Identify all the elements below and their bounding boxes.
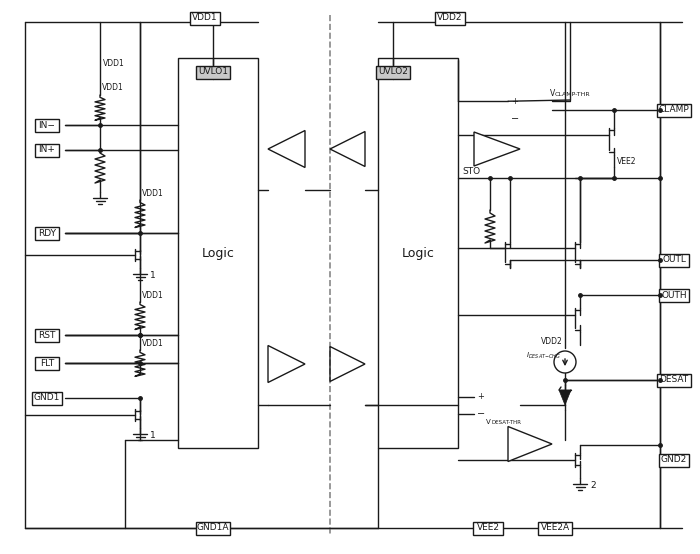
Text: GND2: GND2	[661, 455, 687, 464]
Text: 1: 1	[150, 430, 155, 439]
Text: OUTH: OUTH	[662, 290, 687, 300]
Bar	[657, 104, 691, 116]
Text: Logic: Logic	[402, 247, 435, 259]
Text: V: V	[486, 418, 491, 424]
Polygon shape	[559, 390, 571, 405]
Text: VDD2: VDD2	[438, 13, 463, 23]
Polygon shape	[474, 132, 520, 166]
Text: UVLO2: UVLO2	[378, 68, 408, 76]
Text: RST: RST	[38, 331, 56, 340]
Text: VEE2: VEE2	[617, 157, 636, 167]
Text: VDD1: VDD1	[142, 188, 164, 197]
Text: VDD1: VDD1	[142, 290, 164, 300]
Text: −: −	[477, 408, 485, 418]
Bar	[659, 289, 689, 301]
Bar	[178, 58, 258, 448]
Text: FLT: FLT	[40, 358, 54, 367]
Bar	[35, 357, 60, 370]
Text: −: −	[511, 114, 519, 124]
Text: VEE2: VEE2	[477, 524, 500, 532]
Bar	[659, 454, 689, 466]
Text: CLAMP-THR: CLAMP-THR	[555, 92, 591, 97]
Text: VDD1: VDD1	[193, 13, 218, 23]
Text: VDD1: VDD1	[103, 59, 125, 68]
Bar	[196, 521, 230, 535]
Bar	[378, 58, 458, 448]
Bar	[35, 329, 60, 341]
Text: DESAT: DESAT	[659, 376, 689, 384]
Text: CLAMP: CLAMP	[659, 105, 690, 115]
Bar	[657, 373, 691, 387]
Text: +: +	[512, 97, 519, 106]
Text: UVLO1: UVLO1	[198, 68, 228, 76]
Bar	[659, 254, 689, 266]
Text: IN+: IN+	[38, 146, 55, 155]
Text: Logic: Logic	[202, 247, 235, 259]
Bar	[473, 521, 503, 535]
Text: 2: 2	[590, 480, 596, 490]
Text: V: V	[550, 89, 555, 98]
Bar	[35, 227, 60, 239]
Bar	[35, 119, 60, 131]
Text: IN−: IN−	[38, 121, 55, 130]
Text: $I_{DESAT{-}CHG}$: $I_{DESAT{-}CHG}$	[526, 351, 561, 361]
Bar	[35, 143, 60, 156]
Bar	[196, 65, 230, 79]
Bar	[376, 65, 410, 79]
Text: DESAT-THR: DESAT-THR	[491, 420, 521, 425]
Circle shape	[554, 351, 576, 373]
Text: VDD1: VDD1	[102, 83, 124, 91]
Bar	[190, 12, 220, 24]
Text: VEE2A: VEE2A	[540, 524, 570, 532]
Text: STO: STO	[462, 167, 480, 177]
Bar	[538, 521, 572, 535]
Text: VDD2: VDD2	[541, 337, 563, 346]
Text: OUTL: OUTL	[662, 255, 686, 264]
Polygon shape	[508, 427, 552, 461]
Text: RDY: RDY	[38, 228, 56, 238]
Text: VDD1: VDD1	[142, 338, 164, 347]
Bar	[32, 392, 62, 404]
Text: GND1A: GND1A	[197, 524, 230, 532]
Bar	[435, 12, 465, 24]
Text: 1: 1	[150, 270, 155, 280]
Text: GND1: GND1	[34, 393, 60, 403]
Text: +: +	[477, 392, 484, 401]
